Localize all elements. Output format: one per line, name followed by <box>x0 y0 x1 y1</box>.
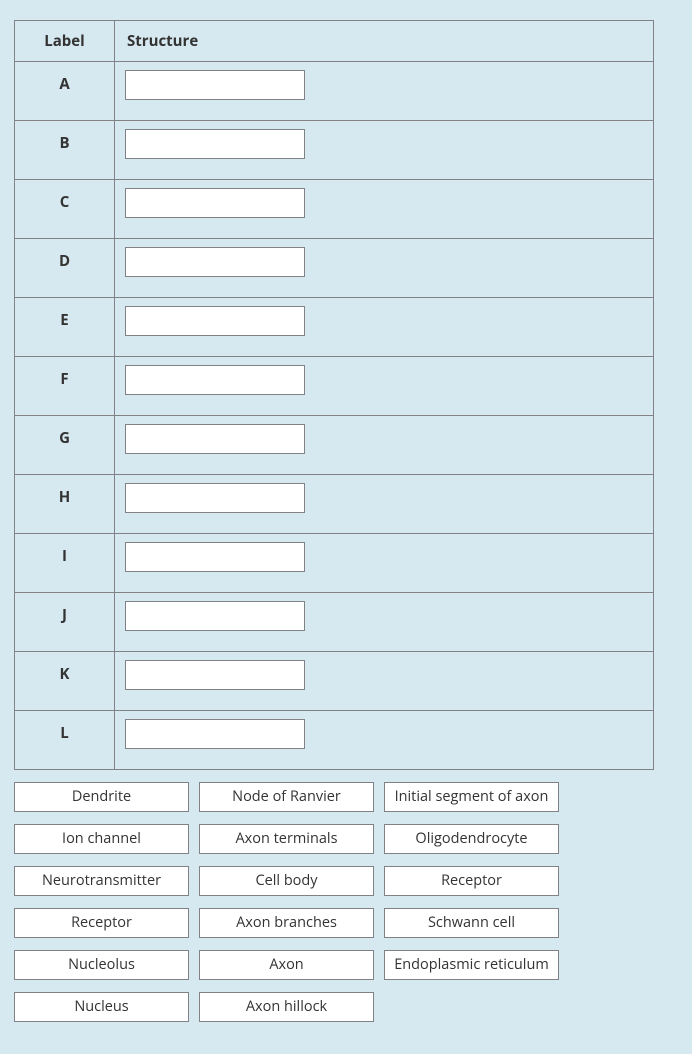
dropzone-i[interactable] <box>125 542 305 572</box>
chip-axon-hillock[interactable]: Axon hillock <box>199 992 374 1022</box>
table-row: G <box>15 416 654 475</box>
dropzone-b[interactable] <box>125 129 305 159</box>
table-row: A <box>15 62 654 121</box>
dropzone-k[interactable] <box>125 660 305 690</box>
dropzone-c[interactable] <box>125 188 305 218</box>
chip-nucleolus[interactable]: Nucleolus <box>14 950 189 980</box>
col-header-structure: Structure <box>115 21 654 62</box>
chip-axon[interactable]: Axon <box>199 950 374 980</box>
bank-row: Dendrite Node of Ranvier Initial segment… <box>14 782 654 812</box>
chip-dendrite[interactable]: Dendrite <box>14 782 189 812</box>
chip-ion-channel[interactable]: Ion channel <box>14 824 189 854</box>
dropzone-a[interactable] <box>125 70 305 100</box>
dropzone-g[interactable] <box>125 424 305 454</box>
dropzone-d[interactable] <box>125 247 305 277</box>
row-label: L <box>15 711 115 770</box>
dropzone-h[interactable] <box>125 483 305 513</box>
table-row: E <box>15 298 654 357</box>
chip-axon-terminals[interactable]: Axon terminals <box>199 824 374 854</box>
chip-cell-body[interactable]: Cell body <box>199 866 374 896</box>
row-label: H <box>15 475 115 534</box>
row-label: B <box>15 121 115 180</box>
table-row: C <box>15 180 654 239</box>
row-label: I <box>15 534 115 593</box>
row-label: K <box>15 652 115 711</box>
bank-row: Ion channel Axon terminals Oligodendrocy… <box>14 824 654 854</box>
answer-bank: Dendrite Node of Ranvier Initial segment… <box>14 780 654 1022</box>
structure-cell <box>115 62 654 121</box>
bank-row: Nucleus Axon hillock <box>14 992 654 1022</box>
dropzone-l[interactable] <box>125 719 305 749</box>
dropzone-e[interactable] <box>125 306 305 336</box>
table-row: L <box>15 711 654 770</box>
table-header-row: Label Structure <box>15 21 654 62</box>
table-row: B <box>15 121 654 180</box>
row-label: A <box>15 62 115 121</box>
chip-oligodendrocyte[interactable]: Oligodendrocyte <box>384 824 559 854</box>
chip-nucleus[interactable]: Nucleus <box>14 992 189 1022</box>
chip-initial-segment-of-axon[interactable]: Initial segment of axon <box>384 782 559 812</box>
chip-neurotransmitter[interactable]: Neurotransmitter <box>14 866 189 896</box>
row-label: G <box>15 416 115 475</box>
table-row: K <box>15 652 654 711</box>
bank-row: Neurotransmitter Cell body Receptor <box>14 866 654 896</box>
row-label: E <box>15 298 115 357</box>
structure-cell <box>115 475 654 534</box>
dropzone-j[interactable] <box>125 601 305 631</box>
chip-axon-branches[interactable]: Axon branches <box>199 908 374 938</box>
dropzone-f[interactable] <box>125 365 305 395</box>
row-label: C <box>15 180 115 239</box>
chip-receptor[interactable]: Receptor <box>384 866 559 896</box>
row-label: D <box>15 239 115 298</box>
structure-table: Label Structure A B C <box>14 20 654 770</box>
col-header-label: Label <box>15 21 115 62</box>
structure-cell <box>115 121 654 180</box>
row-label: J <box>15 593 115 652</box>
table-row: D <box>15 239 654 298</box>
structure-cell <box>115 534 654 593</box>
structure-cell <box>115 298 654 357</box>
chip-receptor-2[interactable]: Receptor <box>14 908 189 938</box>
structure-cell <box>115 711 654 770</box>
structure-cell <box>115 239 654 298</box>
table-row: J <box>15 593 654 652</box>
worksheet: Label Structure A B C <box>0 0 692 1054</box>
row-label: F <box>15 357 115 416</box>
structure-cell <box>115 180 654 239</box>
chip-schwann-cell[interactable]: Schwann cell <box>384 908 559 938</box>
bank-row: Receptor Axon branches Schwann cell <box>14 908 654 938</box>
structure-cell <box>115 416 654 475</box>
table-row: H <box>15 475 654 534</box>
bank-row: Nucleolus Axon Endoplasmic reticulum <box>14 950 654 980</box>
structure-cell <box>115 593 654 652</box>
table-row: I <box>15 534 654 593</box>
chip-endoplasmic-reticulum[interactable]: Endoplasmic reticulum <box>384 950 559 980</box>
chip-node-of-ranvier[interactable]: Node of Ranvier <box>199 782 374 812</box>
table-row: F <box>15 357 654 416</box>
structure-cell <box>115 357 654 416</box>
structure-cell <box>115 652 654 711</box>
